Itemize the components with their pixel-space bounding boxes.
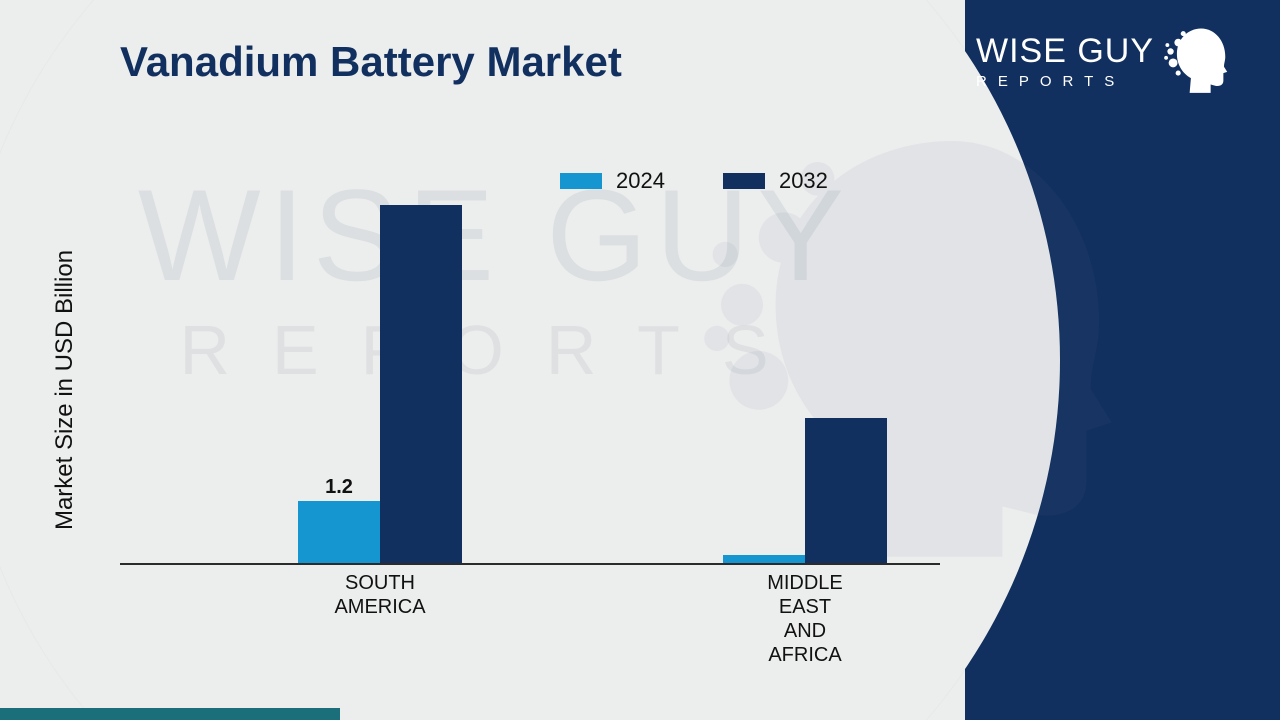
bottom-stripe bbox=[0, 708, 340, 720]
brand-line1: WISE GUY bbox=[976, 32, 1154, 71]
legend-item-2032: 2032 bbox=[723, 168, 828, 194]
legend-swatch-2024 bbox=[560, 173, 602, 189]
bar-2032-south-america bbox=[380, 205, 462, 563]
brand-logo: WISE GUY REPORTS bbox=[976, 26, 1256, 96]
legend-swatch-2032 bbox=[723, 173, 765, 189]
bar-2024-south-america bbox=[298, 501, 380, 563]
chart-area: 1.2 SOUTH AMERICA MIDDLE EAST AND AFRICA bbox=[120, 200, 940, 565]
legend-label-2032: 2032 bbox=[779, 168, 828, 194]
legend-item-2024: 2024 bbox=[560, 168, 665, 194]
y-axis-label: Market Size in USD Billion bbox=[51, 250, 79, 530]
legend-label-2024: 2024 bbox=[616, 168, 665, 194]
bar-value-label-south-america: 1.2 bbox=[298, 476, 380, 499]
bar-2024-mea bbox=[723, 555, 805, 563]
slide-stage: WISE GUY REPORTS Vanadium Battery Market… bbox=[0, 0, 1280, 720]
legend: 2024 2032 bbox=[560, 168, 828, 194]
bar-2032-mea bbox=[805, 418, 887, 563]
x-label-south-america: SOUTH AMERICA bbox=[270, 565, 490, 619]
x-label-mea: MIDDLE EAST AND AFRICA bbox=[695, 565, 915, 667]
brand-head-icon bbox=[1164, 26, 1228, 96]
brand-line2: REPORTS bbox=[976, 73, 1154, 90]
chart-title: Vanadium Battery Market bbox=[120, 38, 622, 86]
